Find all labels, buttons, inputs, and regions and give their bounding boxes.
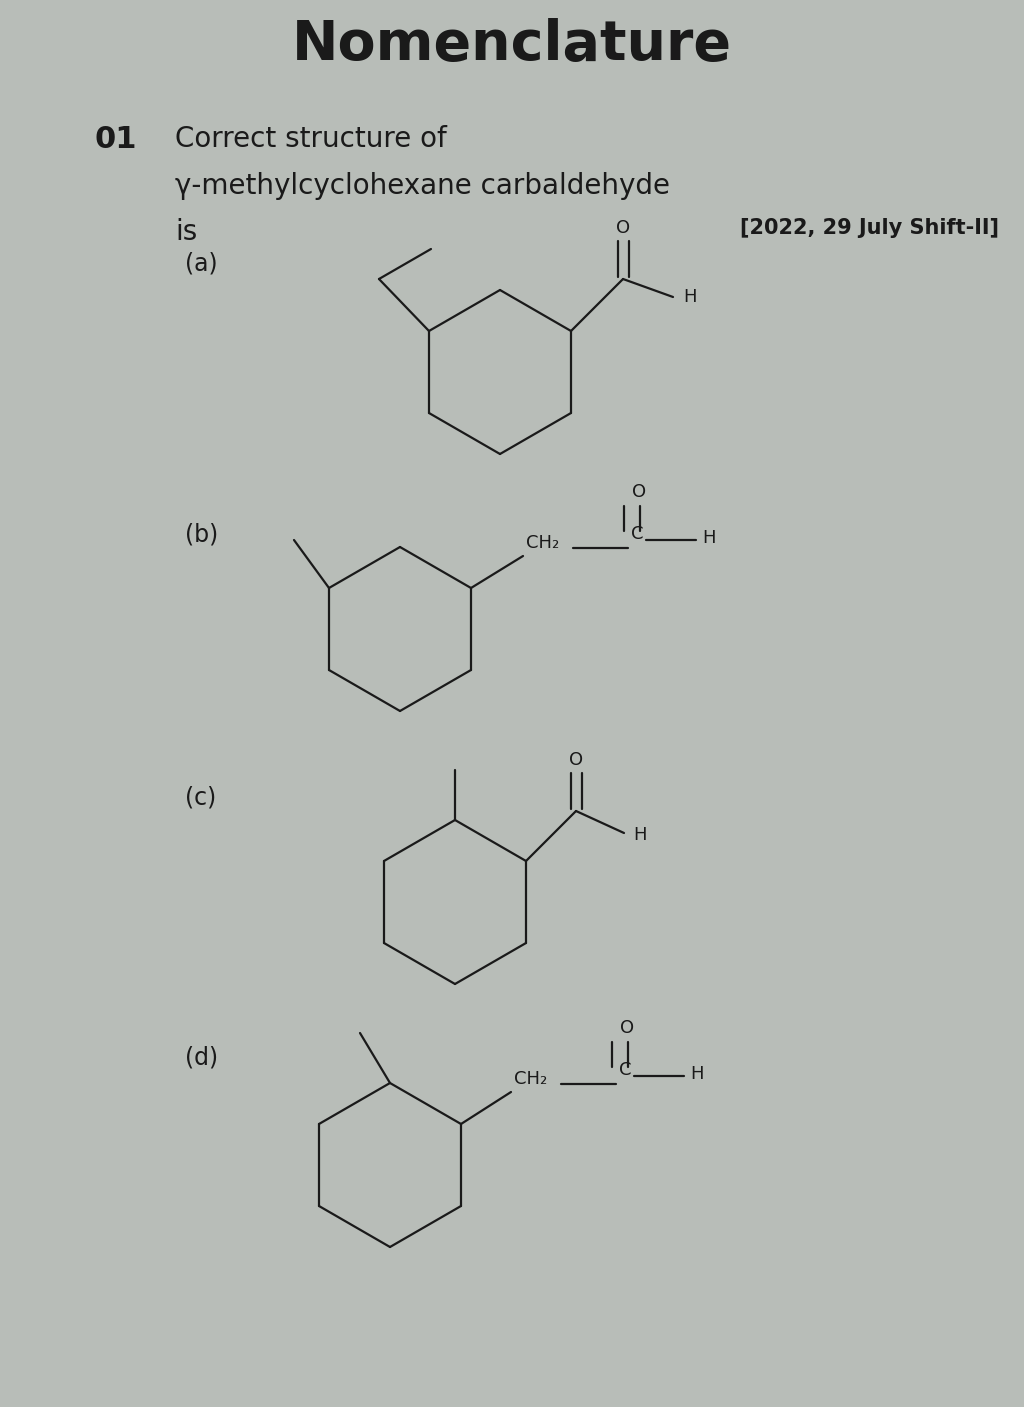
Text: O: O — [632, 483, 646, 501]
Text: O: O — [616, 219, 630, 236]
Text: H: H — [683, 288, 696, 305]
Text: CH₂: CH₂ — [514, 1069, 547, 1088]
Text: C: C — [620, 1061, 632, 1079]
Text: γ-methylcyclohexane carbaldehyde: γ-methylcyclohexane carbaldehyde — [175, 172, 670, 200]
Text: 01: 01 — [95, 125, 137, 153]
Text: Correct structure of: Correct structure of — [175, 125, 446, 153]
Text: (b): (b) — [185, 522, 218, 546]
Text: H: H — [702, 529, 716, 547]
Text: [2022, 29 July Shift-II]: [2022, 29 July Shift-II] — [740, 218, 999, 238]
Text: is: is — [175, 218, 198, 246]
Text: Nomenclature: Nomenclature — [292, 18, 732, 72]
Text: (a): (a) — [185, 252, 218, 276]
Text: H: H — [633, 826, 646, 844]
Text: CH₂: CH₂ — [526, 535, 559, 552]
Text: (d): (d) — [185, 1045, 218, 1069]
Text: (c): (c) — [185, 785, 216, 809]
Text: H: H — [690, 1065, 703, 1083]
Text: O: O — [569, 751, 583, 770]
Text: O: O — [620, 1019, 634, 1037]
Text: C: C — [631, 525, 643, 543]
